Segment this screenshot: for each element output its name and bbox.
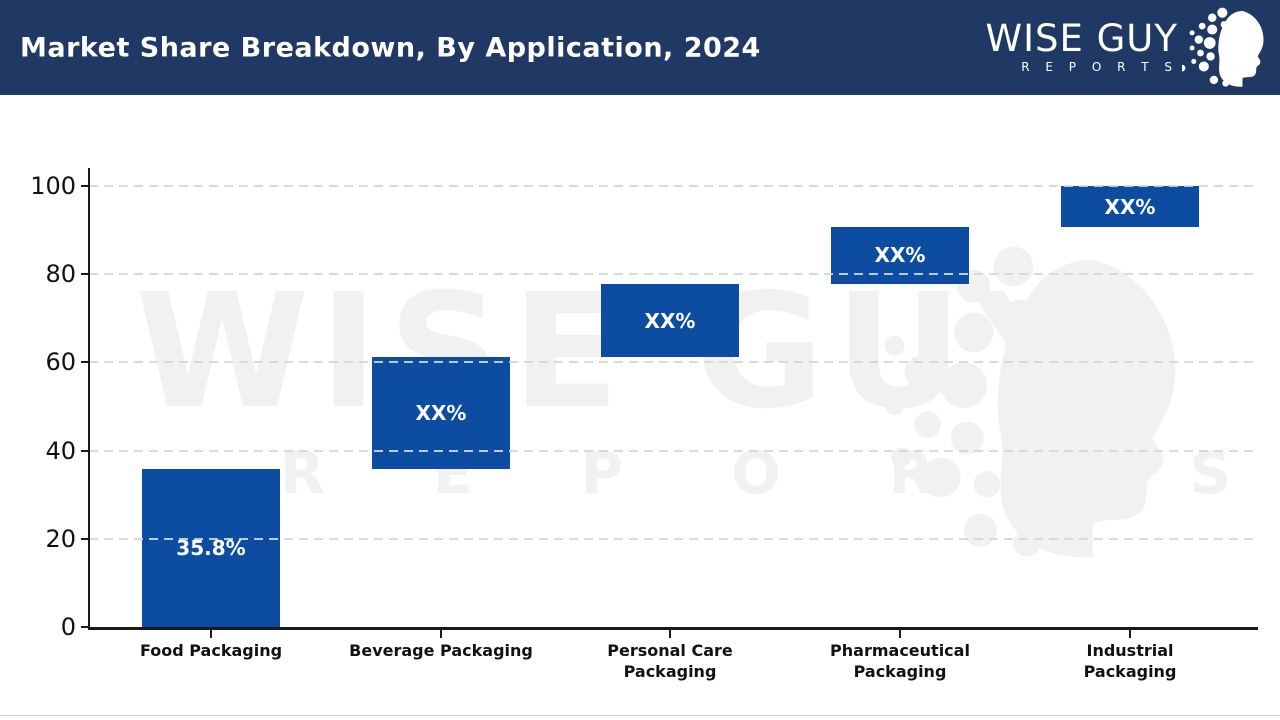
- x-tick-5: [1129, 630, 1131, 638]
- bar-personal-care-packaging: [601, 283, 739, 358]
- y-tick-80: [81, 273, 89, 276]
- wiseguy-logo: WISE GUY R E P O R T S: [986, 4, 1266, 92]
- logo-wordmark: WISE GUY: [985, 17, 1178, 60]
- page-title: Market Share Breakdown, By Application, …: [20, 32, 761, 63]
- y-tick-20: [81, 537, 89, 540]
- bar-value-label: XX%: [415, 401, 467, 426]
- gridline-100: [89, 185, 1258, 187]
- x-tick-2: [440, 630, 442, 638]
- bar-food-packaging: [142, 469, 280, 627]
- gridline-60: [89, 361, 1258, 364]
- gridline-80: [89, 273, 1258, 276]
- bar-value-label: 35.8%: [176, 536, 246, 561]
- bar-value-label: XX%: [1104, 194, 1156, 219]
- bar-industrial-packaging: [1061, 186, 1199, 227]
- y-tick-label-100: 100: [30, 172, 76, 200]
- x-axis-category-label: Food Packaging: [139, 641, 283, 660]
- y-tick-label-60: 60: [45, 348, 76, 377]
- x-axis-category-label: Personal Care Packaging: [607, 641, 733, 681]
- logo-head-icon: [1182, 7, 1264, 87]
- x-axis-category-label: Industrial Packaging: [1083, 641, 1177, 681]
- x-axis-category-label: Beverage Packaging: [349, 641, 533, 660]
- y-tick-40: [81, 449, 89, 452]
- footer-divider: [0, 715, 1280, 716]
- y-tick-100: [81, 185, 89, 187]
- logo-subtitle: R E P O R T S: [1021, 60, 1178, 74]
- y-tick-60: [81, 361, 89, 364]
- y-tick-0: [81, 626, 89, 628]
- x-axis-line: [88, 627, 1258, 630]
- y-tick-label-80: 80: [45, 260, 76, 289]
- y-tick-label-40: 40: [45, 436, 76, 465]
- logo-text: WISE GUY R E P O R T S: [986, 20, 1178, 76]
- gridline-20: [89, 537, 1258, 540]
- y-tick-label-20: 20: [45, 524, 76, 553]
- header-banner: Market Share Breakdown, By Application, …: [0, 0, 1280, 95]
- y-axis-line: [88, 168, 90, 630]
- x-tick-1: [210, 630, 212, 638]
- bar-value-label: XX%: [644, 308, 696, 333]
- gridline-40: [89, 449, 1258, 452]
- y-tick-label-0: 0: [60, 613, 76, 641]
- x-axis-category-label: Pharmaceutical Packaging: [830, 641, 970, 681]
- x-tick-3: [669, 630, 671, 638]
- bar-value-label: XX%: [874, 243, 926, 268]
- watermark-head-icon: [884, 246, 1176, 558]
- x-tick-4: [899, 630, 901, 638]
